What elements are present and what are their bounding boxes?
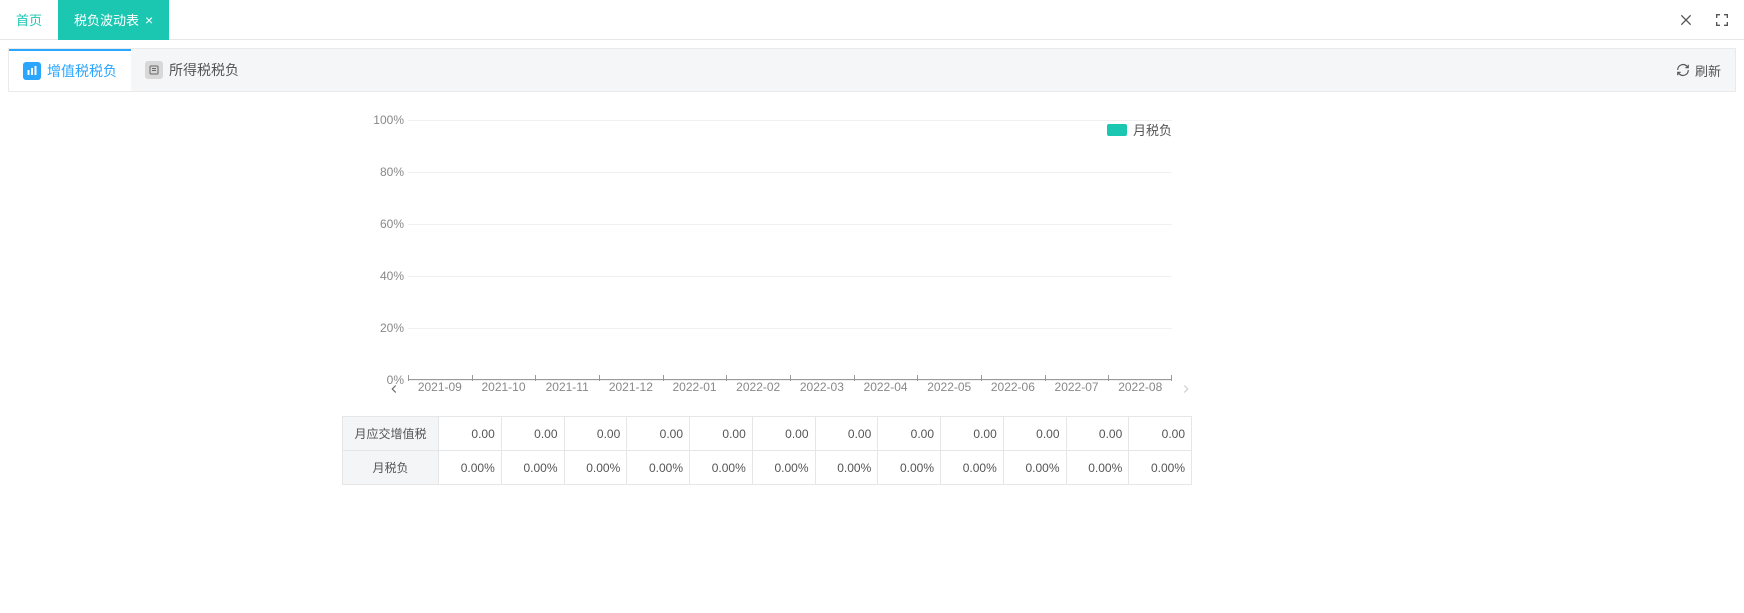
gridline (408, 224, 1172, 225)
table-cell: 0.00 (564, 417, 627, 451)
table-cell: 0.00% (815, 451, 878, 485)
table-cell: 0.00% (439, 451, 502, 485)
table-cell: 0.00 (752, 417, 815, 451)
subtab-bar: 增值税税负 所得税税负 刷新 (8, 48, 1736, 92)
vat-icon (23, 62, 41, 80)
x-tick-label: 2022-01 (663, 380, 727, 394)
row-header: 月税负 (343, 451, 439, 485)
refresh-button[interactable]: 刷新 (1676, 49, 1721, 91)
gridline (408, 120, 1172, 121)
table-cell: 0.00% (1003, 451, 1066, 485)
tab-home[interactable]: 首页 (0, 0, 58, 40)
table-row: 月税负0.00%0.00%0.00%0.00%0.00%0.00%0.00%0.… (343, 451, 1192, 485)
refresh-label: 刷新 (1695, 61, 1721, 80)
chart-prev-button[interactable] (382, 378, 406, 400)
table-cell: 0.00 (627, 417, 690, 451)
table-cell: 0.00% (627, 451, 690, 485)
x-tick-label: 2022-05 (917, 380, 981, 394)
data-table-container: 月应交增值税0.000.000.000.000.000.000.000.000.… (342, 416, 1192, 485)
refresh-icon (1676, 63, 1690, 77)
tab-tax-fluctuation[interactable]: 税负波动表 × (58, 0, 169, 40)
table-cell: 0.00 (690, 417, 753, 451)
gridline (408, 172, 1172, 173)
income-icon (145, 61, 163, 79)
chart-container: 月税负 100%80%60%40%20%0% 2021-092021-10202… (8, 120, 1192, 485)
table-cell: 0.00 (501, 417, 564, 451)
table-cell: 0.00% (690, 451, 753, 485)
x-tick-label: 2022-06 (981, 380, 1045, 394)
y-tick-label: 20% (356, 321, 404, 335)
gridline (408, 328, 1172, 329)
row-header: 月应交增值税 (343, 417, 439, 451)
tab-home-label: 首页 (16, 10, 42, 29)
table-row: 月应交增值税0.000.000.000.000.000.000.000.000.… (343, 417, 1192, 451)
x-tick-label: 2021-09 (408, 380, 472, 394)
table-cell: 0.00 (941, 417, 1004, 451)
table-cell: 0.00% (501, 451, 564, 485)
close-all-button[interactable] (1672, 6, 1700, 34)
table-cell: 0.00% (564, 451, 627, 485)
top-tab-bar: 首页 税负波动表 × (0, 0, 1744, 40)
x-tick-label: 2021-11 (535, 380, 599, 394)
close-icon[interactable]: × (145, 13, 153, 27)
table-cell: 0.00 (1066, 417, 1129, 451)
table-cell: 0.00 (439, 417, 502, 451)
gridline (408, 276, 1172, 277)
x-tick-label: 2022-04 (854, 380, 918, 394)
fullscreen-button[interactable] (1708, 6, 1736, 34)
x-tick-label: 2022-03 (790, 380, 854, 394)
table-cell: 0.00 (1129, 417, 1192, 451)
data-table: 月应交增值税0.000.000.000.000.000.000.000.000.… (342, 416, 1192, 485)
y-tick-label: 100% (356, 113, 404, 127)
table-cell: 0.00% (878, 451, 941, 485)
subtab-vat-label: 增值税税负 (47, 61, 117, 81)
x-tick-label: 2022-07 (1045, 380, 1109, 394)
x-tick-label: 2022-08 (1108, 380, 1172, 394)
subtab-vat[interactable]: 增值税税负 (9, 49, 131, 91)
subtab-income[interactable]: 所得税税负 (131, 49, 253, 91)
y-axis-labels: 100%80%60%40%20%0% (356, 120, 404, 380)
x-tick-label: 2021-12 (599, 380, 663, 394)
table-cell: 0.00 (1003, 417, 1066, 451)
x-tick-label: 2021-10 (472, 380, 536, 394)
y-tick-label: 60% (356, 217, 404, 231)
chart-plot: 100%80%60%40%20%0% (408, 120, 1172, 380)
table-cell: 0.00 (815, 417, 878, 451)
table-cell: 0.00% (1066, 451, 1129, 485)
table-cell: 0.00% (752, 451, 815, 485)
y-tick-label: 80% (356, 165, 404, 179)
subtab-income-label: 所得税税负 (169, 60, 239, 80)
x-tick-label: 2022-02 (726, 380, 790, 394)
gridlines (408, 120, 1172, 380)
table-cell: 0.00% (1129, 451, 1192, 485)
chart-next-button[interactable] (1174, 378, 1198, 400)
table-cell: 0.00% (941, 451, 1004, 485)
tab-tax-fluctuation-label: 税负波动表 (74, 10, 139, 29)
table-cell: 0.00 (878, 417, 941, 451)
y-tick-label: 40% (356, 269, 404, 283)
top-tab-actions (1672, 0, 1736, 40)
x-axis-labels: 2021-092021-102021-112021-122022-012022-… (408, 380, 1172, 394)
